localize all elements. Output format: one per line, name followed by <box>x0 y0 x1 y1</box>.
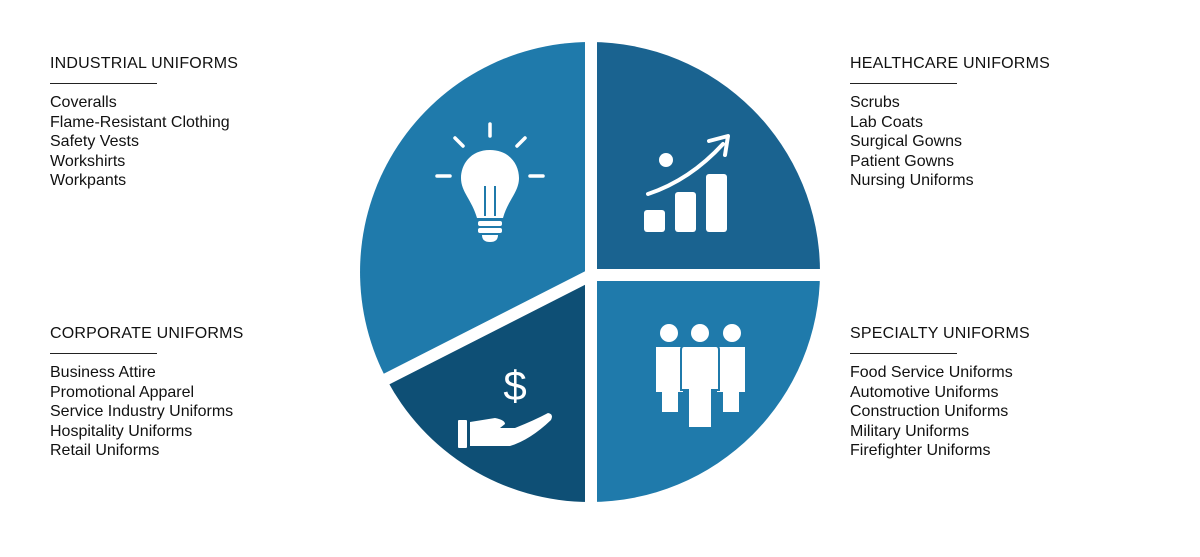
list-item: Surgical Gowns <box>850 133 963 151</box>
segment-healthcare <box>590 42 820 272</box>
people-group-icon <box>656 324 745 429</box>
list-item: Retail Uniforms <box>50 442 160 460</box>
dollar-hand-icon: $ <box>458 362 552 448</box>
category-title: INDUSTRIAL UNIFORMS <box>50 55 239 72</box>
list-item: Firefighter Uniforms <box>850 442 991 460</box>
svg-text:$: $ <box>503 362 526 409</box>
list-item: Military Uniforms <box>850 422 970 440</box>
growth-chart-icon <box>644 134 730 232</box>
lightbulb-icon <box>435 122 545 242</box>
category-specialty: SPECIALTY UNIFORMS Food Service Uniforms… <box>850 325 1150 461</box>
list-item: Workshirts <box>50 152 126 170</box>
list-item: Construction Uniforms <box>850 403 1009 421</box>
list-item: Flame-Resistant Clothing <box>50 113 230 131</box>
list-item: Nursing Uniforms <box>850 172 974 190</box>
category-industrial: INDUSTRIAL UNIFORMS Coveralls Flame-Resi… <box>50 55 350 191</box>
category-title: CORPORATE UNIFORMS <box>50 325 244 342</box>
list-item: Coveralls <box>50 94 117 111</box>
list-item: Food Service Uniforms <box>850 364 1013 381</box>
list-item: Safety Vests <box>50 133 139 151</box>
divider <box>362 269 594 396</box>
title-underline <box>50 83 157 84</box>
list-item: Patient Gowns <box>850 152 955 170</box>
title-underline <box>50 353 157 354</box>
title-underline <box>850 353 957 354</box>
list-item: Service Industry Uniforms <box>50 403 234 421</box>
segment-corporate <box>385 272 590 502</box>
category-title: HEALTHCARE UNIFORMS <box>850 55 1050 72</box>
list-item: Business Attire <box>50 364 156 381</box>
list-item: Hospitality Uniforms <box>50 422 193 440</box>
list-item: Scrubs <box>850 94 900 111</box>
title-underline <box>850 83 957 84</box>
list-item: Automotive Uniforms <box>850 383 999 401</box>
category-title: SPECIALTY UNIFORMS <box>850 325 1030 342</box>
list-item: Lab Coats <box>850 113 923 131</box>
list-item: Workpants <box>50 172 127 190</box>
category-healthcare: HEALTHCARE UNIFORMS Scrubs Lab Coats Sur… <box>850 55 1150 191</box>
list-item: Promotional Apparel <box>50 383 195 401</box>
category-corporate: CORPORATE UNIFORMS Business Attire Promo… <box>50 325 350 461</box>
